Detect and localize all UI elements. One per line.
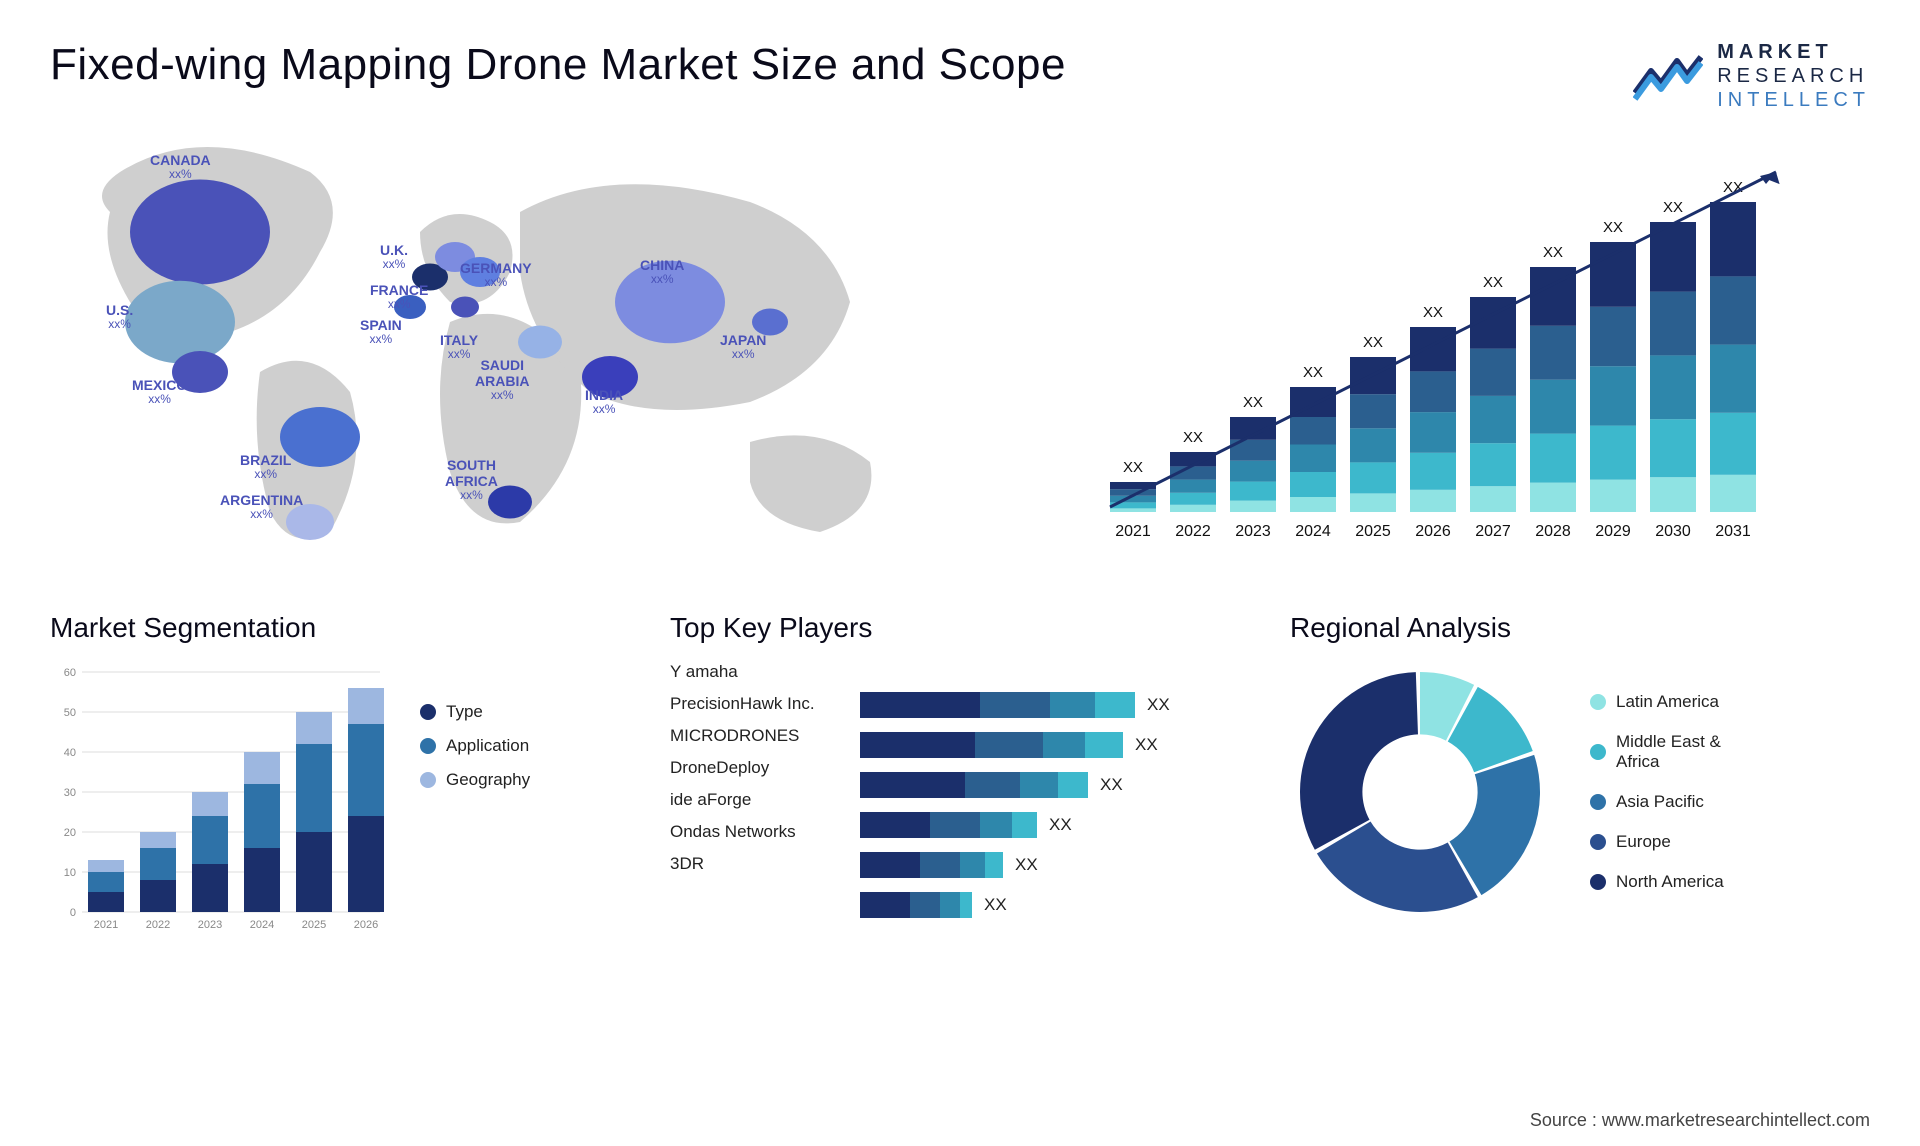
svg-text:2026: 2026: [354, 919, 378, 931]
legend-item: North America: [1590, 872, 1724, 892]
svg-text:50: 50: [64, 707, 76, 719]
svg-text:2022: 2022: [1175, 523, 1211, 540]
svg-text:20: 20: [64, 827, 76, 839]
growth-chart-panel: XX 2021 XX 2022 XX 2023 XX 2024 XX 2025 XX 2026 XX 20…: [990, 142, 1870, 562]
legend-item: Asia Pacific: [1590, 792, 1724, 812]
svg-text:30: 30: [64, 787, 76, 799]
svg-text:2022: 2022: [146, 919, 170, 931]
map-label: SOUTHAFRICAxx%: [445, 457, 498, 503]
regional-heading: Regional Analysis: [1290, 612, 1870, 644]
player-name: ide aForge: [670, 790, 840, 810]
map-label: CANADAxx%: [150, 152, 211, 182]
logo-line1: MARKET: [1717, 40, 1870, 64]
player-name: Ondas Networks: [670, 822, 840, 842]
map-label: MEXICOxx%: [132, 377, 187, 407]
svg-text:40: 40: [64, 747, 76, 759]
svg-text:2021: 2021: [94, 919, 118, 931]
page-title: Fixed-wing Mapping Drone Market Size and…: [50, 40, 1066, 90]
map-label: SAUDIARABIAxx%: [475, 357, 529, 403]
map-label: GERMANYxx%: [460, 260, 532, 290]
svg-text:2023: 2023: [1235, 523, 1271, 540]
player-bar-row: XX: [860, 732, 1250, 758]
svg-text:2031: 2031: [1715, 523, 1751, 540]
logo-line2: RESEARCH: [1717, 64, 1870, 88]
svg-text:XX: XX: [1543, 244, 1563, 261]
svg-text:2025: 2025: [1355, 523, 1391, 540]
segmentation-chart-svg: 0 10 20 30 40 50 60 2021 2022 2023 2024 2025 2026: [50, 662, 390, 942]
regional-donut-svg: [1290, 662, 1550, 922]
logo-line3: INTELLECT: [1717, 88, 1870, 112]
segmentation-legend: Type Application Geography: [420, 662, 530, 942]
players-heading: Top Key Players: [670, 612, 1250, 644]
svg-text:2023: 2023: [198, 919, 222, 931]
svg-text:XX: XX: [1663, 199, 1683, 216]
players-panel: Top Key Players Y amaha PrecisionHawk Inc…: [670, 612, 1250, 942]
map-label: FRANCExx%: [370, 282, 428, 312]
legend-item: Geography: [420, 770, 530, 790]
players-list: Y amaha PrecisionHawk Inc. MICRODRONES Dron…: [670, 662, 840, 918]
player-bar-row: XX: [860, 812, 1250, 838]
player-name: 3DR: [670, 854, 840, 874]
header: Fixed-wing Mapping Drone Market Size and…: [50, 40, 1870, 112]
svg-text:2025: 2025: [302, 919, 326, 931]
svg-text:2024: 2024: [1295, 523, 1331, 540]
svg-text:2029: 2029: [1595, 523, 1631, 540]
svg-text:2021: 2021: [1115, 523, 1151, 540]
player-name: Y amaha: [670, 662, 840, 682]
map-label: JAPANxx%: [720, 332, 766, 362]
map-label: U.S.xx%: [106, 302, 133, 332]
svg-text:XX: XX: [1303, 364, 1323, 381]
top-row: CANADAxx% U.S.xx% MEXICOxx% U.K.xx% FRANCExx…: [50, 142, 1870, 562]
map-label: ITALYxx%: [440, 332, 478, 362]
svg-text:XX: XX: [1423, 304, 1443, 321]
growth-chart-svg: XX 2021 XX 2022 XX 2023 XX 2024 XX 2025 XX 2026 XX 20…: [990, 142, 1870, 562]
legend-item: Application: [420, 736, 530, 756]
player-name: DroneDeploy: [670, 758, 840, 778]
svg-text:XX: XX: [1183, 429, 1203, 446]
brand-logo: MARKET RESEARCH INTELLECT: [1633, 40, 1870, 112]
player-bar-row: XX: [860, 852, 1250, 878]
bottom-row: Market Segmentation 0 10 20 30 40 50 60 2021 202…: [50, 612, 1870, 942]
svg-text:2024: 2024: [250, 919, 274, 931]
svg-text:XX: XX: [1123, 459, 1143, 476]
svg-text:10: 10: [64, 867, 76, 879]
player-bar-row: XX: [860, 892, 1250, 918]
player-name: PrecisionHawk Inc.: [670, 694, 840, 714]
regional-panel: Regional Analysis Latin America Middle Ea…: [1290, 612, 1870, 942]
legend-item: Europe: [1590, 832, 1724, 852]
world-map-panel: CANADAxx% U.S.xx% MEXICOxx% U.K.xx% FRANCExx…: [50, 142, 950, 562]
svg-text:2030: 2030: [1655, 523, 1691, 540]
svg-text:2027: 2027: [1475, 523, 1511, 540]
segmentation-heading: Market Segmentation: [50, 612, 630, 644]
source-attribution: Source : www.marketresearchintellect.com: [1530, 1110, 1870, 1131]
legend-item: Middle East &Africa: [1590, 732, 1724, 772]
player-bar-row: XX: [860, 772, 1250, 798]
map-label: INDIAxx%: [585, 387, 623, 417]
svg-text:XX: XX: [1483, 274, 1503, 291]
map-label: CHINAxx%: [640, 257, 684, 287]
svg-text:0: 0: [70, 907, 76, 919]
world-map-svg: [50, 142, 950, 562]
svg-text:2028: 2028: [1535, 523, 1571, 540]
map-label: U.K.xx%: [380, 242, 408, 272]
player-name: MICRODRONES: [670, 726, 840, 746]
regional-legend: Latin America Middle East &Africa Asia Pac…: [1590, 692, 1724, 892]
legend-item: Latin America: [1590, 692, 1724, 712]
svg-text:60: 60: [64, 667, 76, 679]
map-label: ARGENTINAxx%: [220, 492, 303, 522]
logo-icon: [1633, 51, 1703, 101]
player-bar-row: XX: [860, 692, 1250, 718]
svg-text:XX: XX: [1363, 334, 1383, 351]
players-bars: XX XX XX XX XX XX: [860, 662, 1250, 918]
map-label: BRAZILxx%: [240, 452, 291, 482]
segmentation-panel: Market Segmentation 0 10 20 30 40 50 60 2021 202…: [50, 612, 630, 942]
map-label: SPAINxx%: [360, 317, 402, 347]
legend-item: Type: [420, 702, 530, 722]
svg-text:2026: 2026: [1415, 523, 1451, 540]
svg-text:XX: XX: [1243, 394, 1263, 411]
svg-text:XX: XX: [1603, 219, 1623, 236]
